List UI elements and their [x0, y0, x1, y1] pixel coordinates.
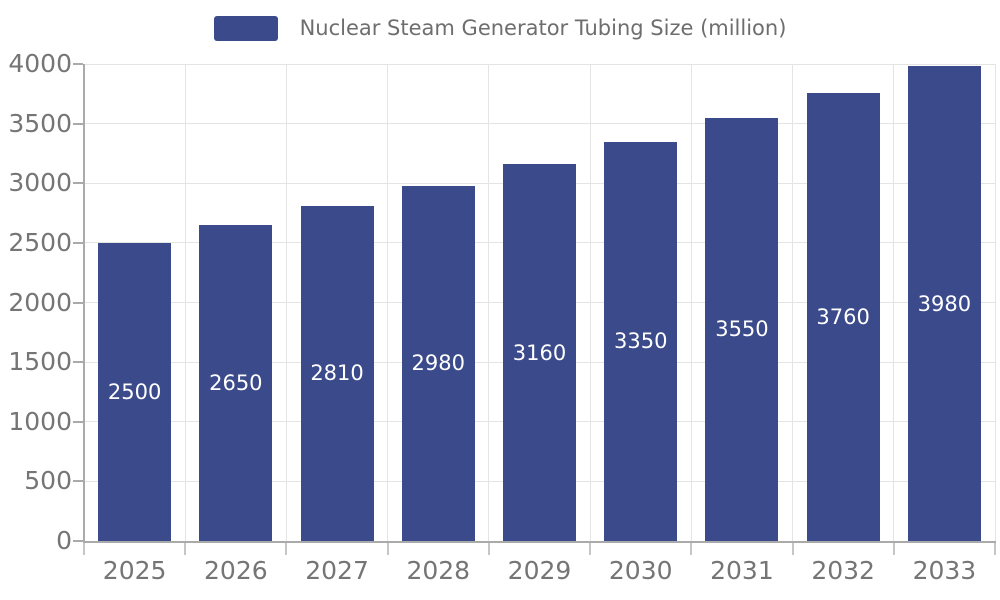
y-axis-tick-label: 0	[56, 526, 72, 555]
x-gridline	[792, 64, 794, 541]
legend-item[interactable]: Nuclear Steam Generator Tubing Size (mil…	[0, 16, 1000, 41]
x-axis-tick-label: 2031	[710, 556, 774, 585]
x-tick	[994, 543, 996, 555]
bar-value-label: 2810	[310, 361, 364, 386]
y-axis-tick-label: 4000	[8, 49, 72, 78]
x-tick	[791, 543, 794, 555]
y-axis-tick-label: 2000	[8, 287, 72, 317]
x-axis-tick-label: 2033	[912, 556, 977, 585]
x-axis-tick-label: 2026	[204, 556, 268, 585]
bar-value-label: 3760	[816, 304, 870, 329]
x-gridline	[488, 64, 490, 541]
y-gridline	[84, 123, 995, 125]
x-tick	[487, 543, 490, 555]
legend-label: Nuclear Steam Generator Tubing Size (mil…	[299, 16, 787, 40]
x-tick	[589, 543, 592, 555]
bar-value-label: 2650	[209, 370, 263, 395]
bar-2026[interactable]: 2650	[199, 224, 273, 541]
bar-value-label: 2980	[411, 351, 465, 376]
y-tick	[73, 63, 83, 65]
y-tick	[73, 480, 83, 483]
y-axis-tick-label: 500	[24, 466, 72, 496]
y-tick	[73, 241, 83, 244]
bar-value-label: 3550	[715, 317, 769, 342]
x-gridline	[589, 64, 591, 541]
bar-2032[interactable]: 3760	[806, 92, 880, 541]
y-tick	[73, 361, 83, 364]
x-tick	[83, 543, 85, 555]
y-axis-tick-label: 3000	[8, 168, 72, 198]
x-tick	[285, 543, 288, 555]
x-axis-tick-label: 2030	[608, 556, 673, 585]
bar-2028[interactable]: 2980	[401, 185, 475, 541]
y-axis-tick-label: 3500	[8, 108, 72, 138]
x-tick	[892, 543, 895, 555]
x-gridline	[690, 64, 692, 541]
y-axis-tick-label: 1500	[8, 347, 72, 377]
x-gridline	[184, 64, 186, 541]
bar-2031[interactable]: 3550	[705, 117, 779, 541]
bar-2025[interactable]: 2500	[98, 242, 172, 541]
x-tick	[184, 543, 187, 555]
bar-2029[interactable]: 3160	[503, 164, 576, 541]
legend-swatch	[213, 16, 278, 41]
y-axis-line	[83, 64, 85, 543]
y-tick	[73, 122, 83, 125]
y-tick	[73, 540, 83, 542]
bar-value-label: 2500	[107, 379, 162, 404]
bar-value-label: 3160	[512, 340, 567, 365]
bar-2027[interactable]: 2810	[300, 205, 374, 541]
x-gridline	[285, 64, 287, 541]
x-axis-tick-label: 2028	[406, 556, 471, 585]
x-axis-tick-label: 2027	[305, 556, 369, 585]
y-tick	[73, 420, 83, 423]
x-gridline	[387, 64, 389, 541]
bar-2033[interactable]: 3980	[907, 66, 981, 541]
x-axis-tick-label: 2029	[507, 556, 572, 585]
x-axis-tick-label: 2025	[102, 556, 167, 585]
y-axis-tick-label: 2500	[8, 227, 72, 257]
x-axis-line	[83, 541, 996, 543]
x-gridline	[994, 64, 996, 541]
bar-value-label: 3980	[917, 291, 972, 316]
y-gridline	[84, 63, 995, 65]
x-tick	[690, 543, 693, 555]
bar-2030[interactable]: 3350	[604, 141, 678, 541]
x-gridline	[893, 64, 895, 541]
y-tick	[73, 301, 83, 304]
y-tick	[73, 182, 83, 185]
x-axis-tick-label: 2032	[811, 556, 875, 585]
bar-value-label: 3350	[613, 329, 668, 354]
x-tick	[386, 543, 389, 555]
y-axis-tick-label: 1000	[8, 406, 72, 436]
